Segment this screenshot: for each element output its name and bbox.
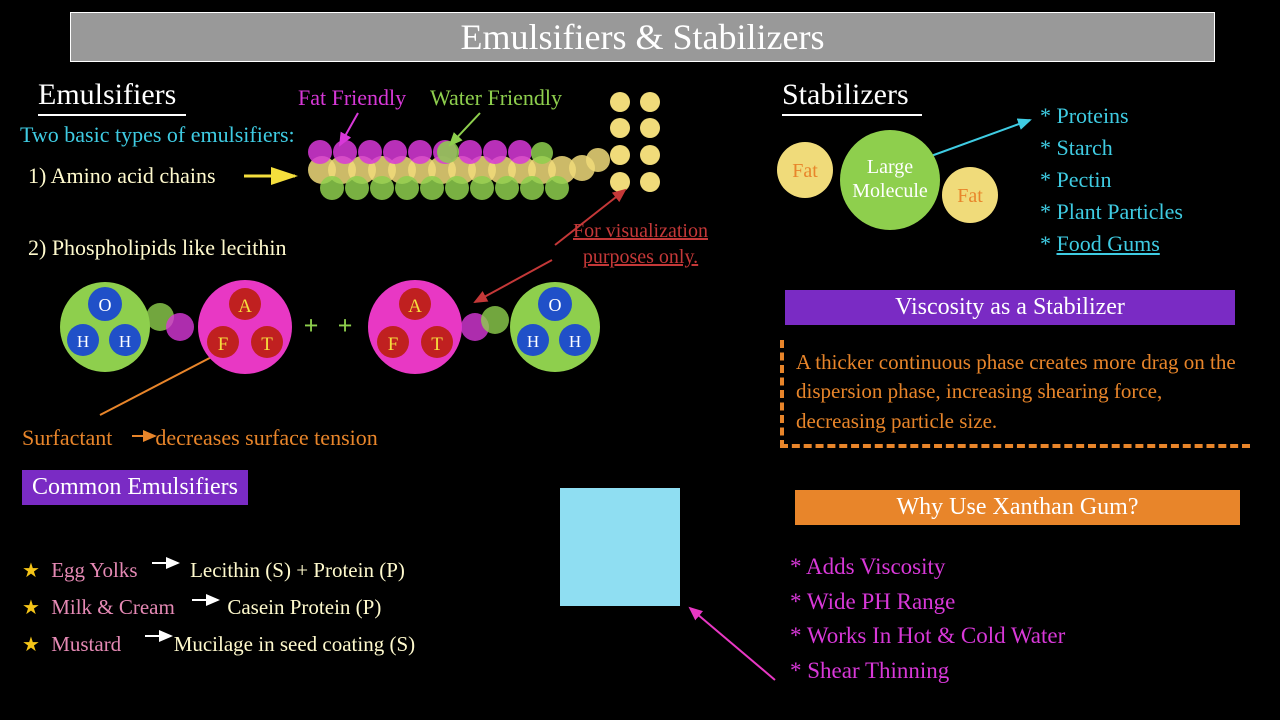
- list-item: * Shear Thinning: [790, 654, 1065, 689]
- item-name: Milk & Cream: [51, 595, 175, 619]
- surfactant-line: Surfactant decreases surface tension: [22, 425, 378, 451]
- list-item: * Proteins: [1040, 100, 1183, 132]
- item-desc: Casein Protein (P): [227, 595, 381, 619]
- item-name: Egg Yolks: [51, 558, 137, 582]
- large-molecule-diagram: Fat Large Molecule Fat: [775, 115, 1005, 245]
- svg-text:+: +: [304, 311, 319, 340]
- star-icon: ★: [22, 560, 40, 582]
- list-item: * Wide PH Range: [790, 585, 1065, 620]
- star-icon: ★: [22, 634, 40, 656]
- svg-text:Large: Large: [867, 156, 913, 178]
- blue-square: [560, 488, 680, 606]
- stabilizer-list: * Proteins * Starch * Pectin * Plant Par…: [1040, 100, 1183, 259]
- surfactant-label: Surfactant: [22, 425, 112, 450]
- item-desc: Mucilage in seed coating (S): [174, 632, 415, 656]
- list-item: * Works In Hot & Cold Water: [790, 619, 1065, 654]
- viscosity-text: A thicker continuous phase creates more …: [780, 340, 1250, 448]
- list-item: * Plant Particles: [1040, 196, 1183, 228]
- svg-text:A: A: [408, 296, 422, 317]
- svg-text:O: O: [99, 295, 112, 315]
- list-item: * Pectin: [1040, 164, 1183, 196]
- list-item: * Starch: [1040, 132, 1183, 164]
- xanthan-list: * Adds Viscosity * Wide PH Range * Works…: [790, 550, 1065, 688]
- svg-text:H: H: [569, 332, 581, 351]
- list-item: ★ Milk & Cream Casein Protein (P): [22, 589, 415, 626]
- svg-text:H: H: [119, 332, 131, 351]
- svg-text:Fat: Fat: [957, 185, 983, 207]
- svg-text:F: F: [218, 334, 229, 355]
- svg-text:H: H: [77, 332, 89, 351]
- list-item: ★ Mustard Mucilage in seed coating (S): [22, 626, 415, 663]
- stabilizers-header: Stabilizers: [782, 78, 909, 112]
- visualization-note: For visualization purposes only.: [548, 218, 733, 270]
- svg-text:H: H: [527, 332, 539, 351]
- emulsifier-list: ★ Egg Yolks Lecithin (S) + Protein (P) ★…: [22, 552, 415, 663]
- svg-text:Fat: Fat: [792, 160, 818, 182]
- viscosity-header: Viscosity as a Stabilizer: [785, 290, 1235, 325]
- svg-text:T: T: [431, 334, 443, 355]
- svg-text:Molecule: Molecule: [852, 180, 928, 202]
- item-name: Mustard: [51, 632, 121, 656]
- svg-text:A: A: [238, 296, 252, 317]
- list-item: * Adds Viscosity: [790, 550, 1065, 585]
- list-item: ★ Egg Yolks Lecithin (S) + Protein (P): [22, 552, 415, 589]
- phospholipid-diagram: O H H A F T + + A F T O H H: [25, 272, 675, 387]
- surfactant-desc: decreases surface tension: [155, 425, 377, 450]
- item-desc: Lecithin (S) + Protein (P): [190, 558, 405, 582]
- list-item: * Food Gums: [1040, 228, 1183, 260]
- svg-text:+: +: [338, 311, 353, 340]
- star-icon: ★: [22, 597, 40, 619]
- svg-text:O: O: [549, 295, 562, 315]
- svg-text:T: T: [261, 334, 273, 355]
- svg-text:F: F: [388, 334, 399, 355]
- common-emulsifiers-header: Common Emulsifiers: [22, 470, 248, 505]
- xanthan-header: Why Use Xanthan Gum?: [795, 490, 1240, 525]
